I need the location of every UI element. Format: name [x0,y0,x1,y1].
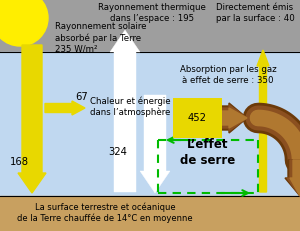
FancyArrow shape [257,50,269,192]
FancyArrow shape [287,160,300,196]
Text: L’effet
de serre: L’effet de serre [180,139,236,167]
FancyArrow shape [45,101,85,115]
Text: Absorption par les gaz
à effet de serre : 350: Absorption par les gaz à effet de serre … [180,65,276,85]
Text: Directement émis
par la surface : 40: Directement émis par la surface : 40 [216,3,294,23]
Text: La surface terrestre et océanique
de la Terre chauffée de 14°C en moyenne: La surface terrestre et océanique de la … [17,202,193,223]
Bar [0,52,300,196]
FancyArrow shape [290,160,300,196]
FancyArrow shape [140,95,170,193]
Bar [0,0,300,52]
FancyArrow shape [185,108,247,128]
FancyArrow shape [110,30,140,192]
FancyArrow shape [185,103,247,133]
Text: Rayonnement thermique
dans l’espace : 195: Rayonnement thermique dans l’espace : 19… [98,3,206,23]
Circle shape [0,0,48,46]
Text: 67: 67 [75,92,88,102]
Text: 452: 452 [188,113,206,123]
Text: Chaleur et énergie
dans l’atmosphère: Chaleur et énergie dans l’atmosphère [90,96,170,117]
Bar [0,196,300,231]
Text: 168: 168 [10,157,29,167]
FancyArrow shape [18,45,46,193]
Text: 324: 324 [108,147,127,157]
FancyArrow shape [285,160,300,196]
Text: Rayonnement solaire
absorbé par la Terre
235 W/m²: Rayonnement solaire absorbé par la Terre… [55,22,146,54]
FancyArrow shape [185,105,247,131]
